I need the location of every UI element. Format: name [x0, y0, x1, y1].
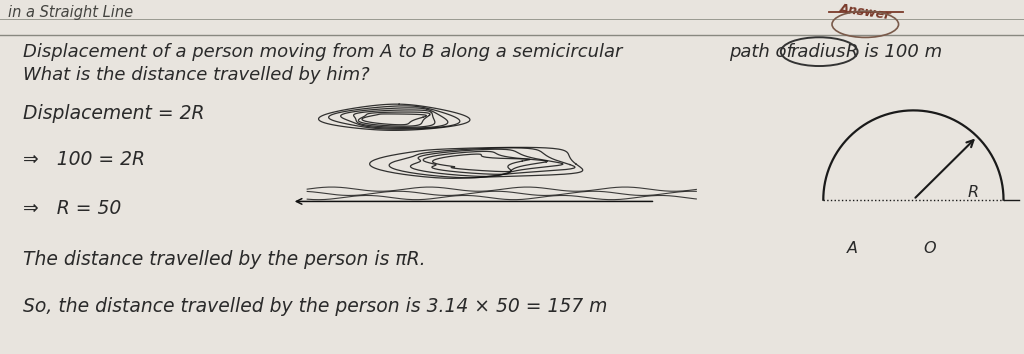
Text: R is 100 m: R is 100 m: [846, 42, 942, 61]
Text: R: R: [968, 185, 978, 200]
Text: ⇒   R = 50: ⇒ R = 50: [23, 199, 121, 218]
Text: A: A: [847, 241, 857, 256]
Text: The distance travelled by the person is πR.: The distance travelled by the person is …: [23, 250, 425, 269]
Text: radius: radius: [791, 42, 846, 61]
Text: path of: path of: [729, 42, 799, 61]
Text: in a Straight Line: in a Straight Line: [8, 5, 133, 19]
Text: So, the distance travelled by the person is 3.14 × 50 = 157 m: So, the distance travelled by the person…: [23, 297, 607, 316]
Text: ⇒   100 = 2R: ⇒ 100 = 2R: [23, 150, 144, 169]
Text: What is the distance travelled by him?: What is the distance travelled by him?: [23, 66, 370, 84]
Text: Displacement of a person moving from A to B along a semicircular: Displacement of a person moving from A t…: [23, 42, 622, 61]
Text: O: O: [924, 241, 936, 256]
Text: Answer: Answer: [839, 2, 892, 22]
Text: Displacement = 2R: Displacement = 2R: [23, 104, 204, 123]
